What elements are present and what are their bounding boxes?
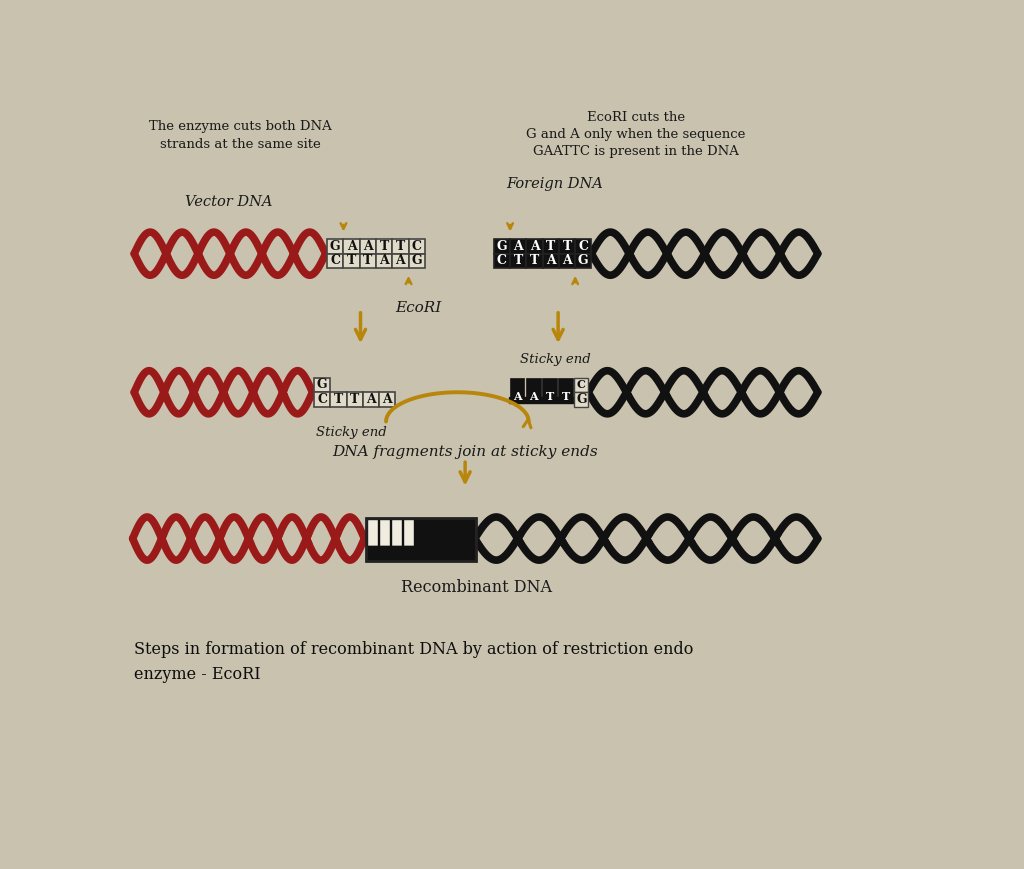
Bar xyxy=(509,397,574,402)
Bar xyxy=(409,239,425,254)
Text: T: T xyxy=(350,393,359,406)
Text: EcoRI cuts the
G and A only when the sequence
GAATTC is present in the DNA: EcoRI cuts the G and A only when the seq… xyxy=(526,111,745,158)
Bar xyxy=(543,379,557,402)
Text: T: T xyxy=(364,255,373,268)
Text: Foreign DNA: Foreign DNA xyxy=(506,177,603,191)
Bar xyxy=(421,519,475,561)
Text: T: T xyxy=(396,240,406,253)
Bar xyxy=(574,378,588,392)
Text: T: T xyxy=(529,255,539,268)
Text: A: A xyxy=(367,393,376,406)
Bar xyxy=(343,254,359,269)
Bar xyxy=(362,392,379,407)
Text: T: T xyxy=(380,240,389,253)
Bar xyxy=(494,239,510,254)
Text: C: C xyxy=(497,255,507,268)
Bar xyxy=(526,379,541,402)
Bar xyxy=(403,519,414,547)
Bar xyxy=(543,239,559,254)
Bar xyxy=(439,519,450,547)
Text: T: T xyxy=(562,240,571,253)
Bar xyxy=(526,254,543,269)
Text: C: C xyxy=(317,393,327,406)
Text: Steps in formation of recombinant DNA by action of restriction endo
enzyme - Eco: Steps in formation of recombinant DNA by… xyxy=(134,641,693,683)
Bar xyxy=(368,519,378,547)
Text: G: G xyxy=(316,378,328,391)
Bar xyxy=(366,518,475,561)
Text: The enzyme cuts both DNA
strands at the same site: The enzyme cuts both DNA strands at the … xyxy=(150,121,332,151)
Text: C: C xyxy=(579,240,589,253)
Text: C: C xyxy=(331,255,340,268)
Bar xyxy=(376,254,392,269)
Bar xyxy=(510,239,526,254)
Bar xyxy=(328,254,343,269)
Bar xyxy=(409,254,425,269)
Bar xyxy=(427,519,437,547)
Text: A: A xyxy=(379,255,389,268)
Bar xyxy=(559,254,575,269)
Bar xyxy=(574,392,588,407)
Text: Recombinant DNA: Recombinant DNA xyxy=(401,579,552,595)
Text: EcoRI: EcoRI xyxy=(395,301,441,315)
Bar xyxy=(392,254,409,269)
Bar xyxy=(367,519,421,561)
Bar xyxy=(314,392,331,407)
Text: A: A xyxy=(347,240,356,253)
Text: Sticky end: Sticky end xyxy=(315,426,387,439)
Bar xyxy=(359,254,376,269)
Bar xyxy=(494,254,510,269)
Bar xyxy=(328,239,343,254)
Bar xyxy=(559,239,575,254)
Text: A: A xyxy=(513,391,522,402)
Text: T: T xyxy=(546,391,554,402)
Text: T: T xyxy=(334,393,343,406)
Bar xyxy=(379,519,389,547)
Text: A: A xyxy=(546,255,556,268)
Bar xyxy=(331,392,346,407)
Text: T: T xyxy=(514,255,523,268)
Text: A: A xyxy=(362,240,373,253)
Bar xyxy=(452,519,462,547)
Bar xyxy=(511,379,524,402)
Bar xyxy=(359,239,376,254)
Text: A: A xyxy=(529,240,540,253)
Text: G: G xyxy=(412,255,422,268)
Bar xyxy=(346,392,362,407)
Text: C: C xyxy=(577,380,586,390)
Text: Vector DNA: Vector DNA xyxy=(185,195,272,209)
Bar xyxy=(376,239,392,254)
Text: G: G xyxy=(497,240,507,253)
Bar xyxy=(392,239,409,254)
Text: A: A xyxy=(513,240,523,253)
Bar xyxy=(464,519,474,547)
Bar xyxy=(367,547,475,561)
Text: DNA fragments join at sticky ends: DNA fragments join at sticky ends xyxy=(332,445,598,459)
Bar xyxy=(343,239,359,254)
Text: A: A xyxy=(529,391,538,402)
Text: A: A xyxy=(395,255,406,268)
Bar xyxy=(391,519,401,547)
Text: T: T xyxy=(546,240,555,253)
Bar xyxy=(416,519,426,547)
Text: C: C xyxy=(412,240,422,253)
Bar xyxy=(559,379,573,402)
Text: A: A xyxy=(562,255,572,268)
Bar xyxy=(510,254,526,269)
Text: Sticky end: Sticky end xyxy=(520,354,591,367)
Text: T: T xyxy=(347,255,356,268)
Bar xyxy=(575,239,592,254)
Bar xyxy=(575,254,592,269)
Text: A: A xyxy=(382,393,392,406)
Text: G: G xyxy=(330,240,341,253)
Text: G: G xyxy=(578,255,589,268)
Bar xyxy=(379,392,395,407)
Bar xyxy=(526,239,543,254)
Bar xyxy=(314,378,331,392)
Text: T: T xyxy=(562,391,570,402)
Bar xyxy=(543,254,559,269)
Text: G: G xyxy=(577,393,587,406)
